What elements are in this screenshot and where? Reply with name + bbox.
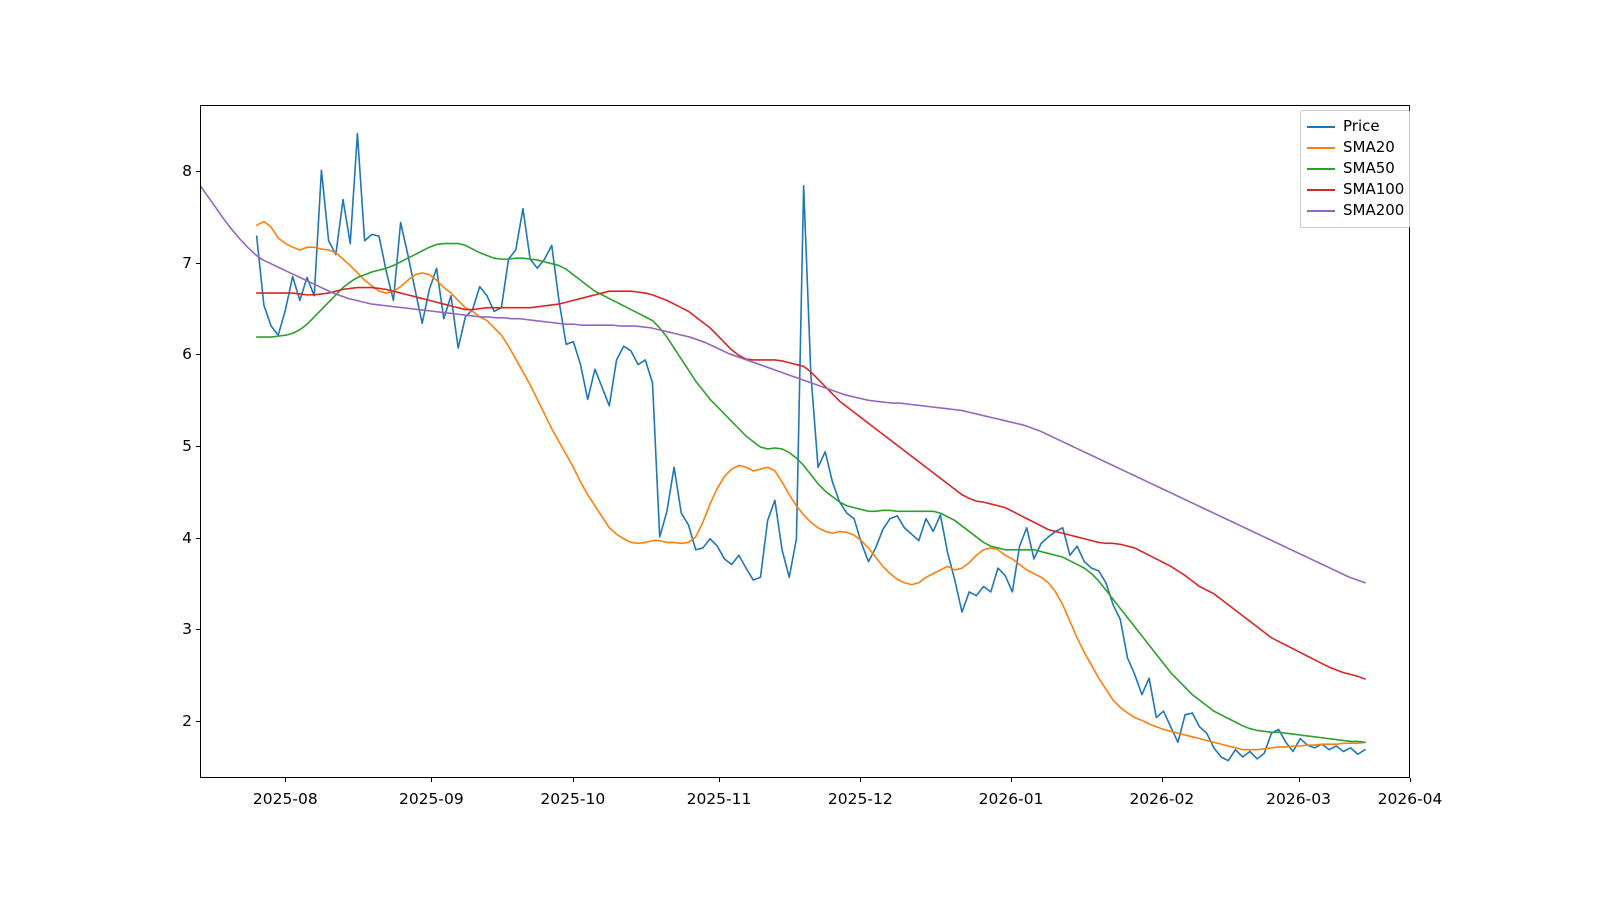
- legend-label: Price: [1343, 117, 1380, 135]
- x-tick-mark: [572, 778, 574, 782]
- y-tick-label: 8: [182, 162, 192, 181]
- x-tick-label: 2025-08: [252, 790, 318, 808]
- x-tick-mark: [285, 778, 287, 782]
- x-tick-label: 2025-10: [540, 790, 606, 808]
- y-tick-mark: [196, 537, 200, 539]
- legend-label: SMA100: [1343, 180, 1405, 198]
- legend-item-price[interactable]: Price: [1307, 116, 1403, 137]
- x-tick-mark: [1161, 778, 1163, 782]
- x-tick-mark: [1298, 778, 1300, 782]
- series-line-sma50: [255, 242, 1366, 744]
- x-tick-mark: [431, 778, 433, 782]
- legend-swatch-icon: [1307, 188, 1335, 191]
- legend-swatch-icon: [1307, 167, 1335, 170]
- y-tick-mark: [196, 171, 200, 173]
- y-tick-label: 6: [182, 345, 192, 364]
- x-tick-label: 2025-11: [686, 790, 752, 808]
- y-tick-label: 2: [182, 712, 192, 731]
- y-tick-mark: [196, 721, 200, 723]
- series-line-sma100: [255, 286, 1366, 680]
- x-tick-mark: [860, 778, 862, 782]
- y-tick-label: 5: [182, 437, 192, 456]
- legend-swatch-icon: [1307, 146, 1335, 149]
- x-tick-mark: [1410, 778, 1411, 782]
- legend-item-sma100[interactable]: SMA100: [1307, 179, 1405, 200]
- y-tick-mark: [196, 629, 200, 631]
- x-tick-label: 2026-01: [978, 790, 1044, 808]
- legend-item-sma20[interactable]: SMA20: [1307, 137, 1403, 158]
- legend-item-sma200[interactable]: SMA200: [1307, 200, 1405, 221]
- x-tick-label: 2026-03: [1266, 790, 1331, 808]
- legend-label: SMA50: [1343, 159, 1395, 177]
- x-tick-mark: [1011, 778, 1013, 782]
- y-tick-mark: [196, 262, 200, 264]
- y-tick-mark: [196, 446, 200, 448]
- y-tick-label: 3: [182, 620, 192, 639]
- y-tick-label: 4: [182, 528, 192, 547]
- chart-plot-area: [200, 105, 1410, 778]
- chart-legend: Price SMA20 SMA50 SMA100 SMA200: [1300, 110, 1410, 228]
- series-line-sma200: [201, 185, 1366, 584]
- legend-swatch-icon: [1307, 209, 1335, 212]
- legend-swatch-icon: [1307, 125, 1335, 128]
- series-line-sma20: [255, 220, 1366, 751]
- y-tick-mark: [196, 354, 200, 356]
- legend-item-sma50[interactable]: SMA50: [1307, 158, 1403, 179]
- x-tick-label: 2025-12: [827, 790, 893, 808]
- series-canvas: [201, 132, 1366, 762]
- x-tick-mark: [718, 778, 720, 782]
- legend-label: SMA20: [1343, 138, 1395, 156]
- x-tick-label: 2026-04: [1377, 790, 1443, 808]
- y-tick-label: 7: [182, 253, 192, 272]
- x-tick-label: 2025-09: [398, 790, 464, 808]
- legend-label: SMA200: [1343, 201, 1405, 219]
- x-tick-label: 2026-02: [1129, 790, 1195, 808]
- series-line-price: [255, 132, 1366, 762]
